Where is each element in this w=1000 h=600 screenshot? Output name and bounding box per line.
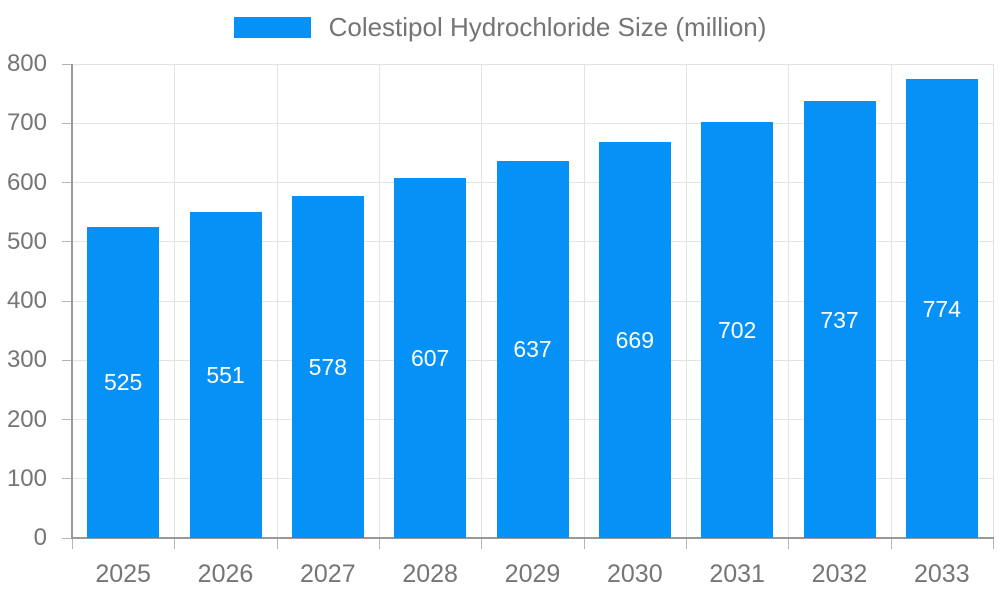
bar-value-label: 702 [717,317,757,344]
bar-value-label: 737 [820,306,859,333]
gridline-vertical [993,64,994,538]
x-axis-label: 2027 [300,560,356,588]
gridline-vertical [686,64,687,538]
x-tick [174,538,176,549]
bar-2030[interactable] [598,141,671,538]
gridline-vertical [276,64,278,538]
y-tick [62,537,72,539]
bar-2027[interactable] [291,195,364,538]
x-tick [686,538,687,549]
y-axis-label: 800 [6,50,47,77]
x-tick [481,538,483,549]
legend-swatch [233,17,311,38]
x-tick [788,538,790,549]
y-tick [62,478,72,480]
gridline-vertical [890,64,892,538]
y-tick [62,300,72,302]
y-axis-label: 400 [6,287,47,314]
x-tick [72,538,73,549]
legend[interactable]: Colestipol Hydrochloride Size (million) [0,12,1000,43]
x-axis-line [71,537,994,539]
y-axis-label: 600 [6,168,47,196]
x-axis-label: 2025 [95,560,151,588]
x-tick [379,538,380,549]
y-axis-label: 500 [6,227,47,255]
y-axis-label: 100 [6,464,47,492]
bar-value-label: 774 [922,295,962,322]
y-axis-label: 300 [6,346,47,374]
x-axis-label: 2029 [504,560,561,588]
bar-2025[interactable] [87,226,160,538]
x-tick [890,538,892,549]
y-axis-label: 700 [6,109,47,137]
bar-2031[interactable] [701,122,774,538]
bar-value-label: 637 [513,336,552,363]
x-axis-label: 2028 [402,560,458,588]
bar-2026[interactable] [189,211,262,538]
x-axis-label: 2032 [811,560,868,588]
gridline-vertical [379,64,380,538]
x-axis-label: 2031 [709,560,765,588]
x-tick [276,538,278,549]
x-axis-label: 2030 [607,560,663,588]
gridline-vertical [174,64,176,538]
y-tick [62,241,72,243]
bar-2028[interactable] [394,178,467,538]
y-tick [62,182,72,183]
y-tick [62,359,72,361]
bar-2029[interactable] [496,160,569,538]
y-tick [62,63,72,65]
gridline-horizontal [72,63,993,65]
legend-label: Colestipol Hydrochloride Size (million) [328,12,767,42]
y-axis-label: 0 [33,524,47,551]
bar-2032[interactable] [803,101,876,538]
gridline-vertical [481,64,483,538]
bar-value-label: 607 [410,345,450,372]
gridline-vertical [788,64,790,538]
y-axis-label: 200 [6,405,47,433]
bar-2033[interactable] [905,79,978,538]
x-axis-label: 2026 [197,560,254,588]
bar-value-label: 669 [615,326,655,353]
bar-value-label: 551 [206,361,245,388]
x-axis-label: 2033 [914,560,970,588]
gridline-vertical [583,64,585,538]
bar-value-label: 525 [103,369,143,396]
x-tick [993,538,994,549]
bar-value-label: 578 [308,353,348,380]
gridline-horizontal [72,122,993,124]
y-tick [62,122,72,124]
y-tick [62,419,72,420]
x-tick [583,538,585,549]
y-axis-line [71,64,73,538]
